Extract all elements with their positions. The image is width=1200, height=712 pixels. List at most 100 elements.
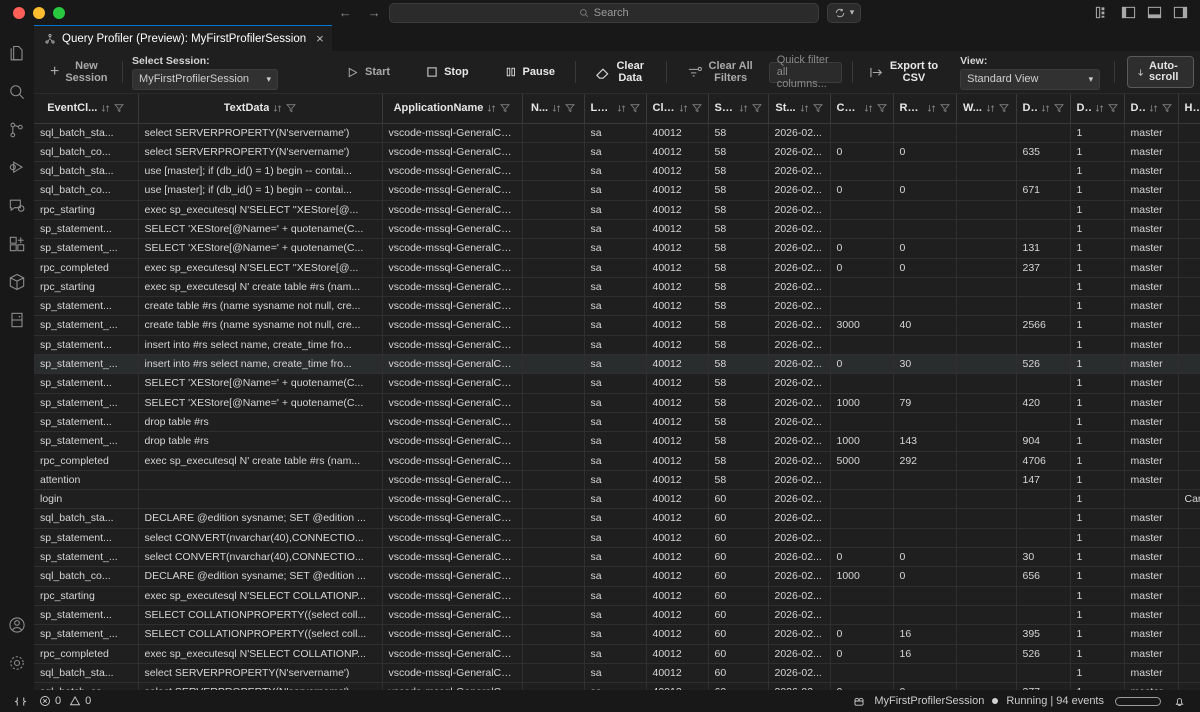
table-cell[interactable]: 58 [708, 335, 769, 356]
table-cell[interactable] [893, 663, 957, 684]
column-header-12[interactable]: D... [1070, 94, 1125, 124]
table-cell[interactable]: rpc_starting [34, 200, 139, 220]
table-cell[interactable]: 58 [708, 123, 769, 143]
table-cell[interactable]: sql_batch_sta... [34, 508, 139, 529]
table-cell[interactable]: sa [584, 238, 647, 259]
table-cell[interactable]: master [1124, 354, 1179, 375]
table-cell[interactable] [1016, 296, 1071, 317]
table-cell[interactable]: 58 [708, 354, 769, 375]
sort-icon[interactable] [986, 104, 995, 113]
table-cell[interactable] [1178, 663, 1200, 684]
table-cell[interactable] [830, 412, 894, 433]
sort-icon[interactable] [617, 104, 626, 113]
table-cell[interactable]: vscode-mssql-GeneralCo... [382, 605, 523, 626]
table-cell[interactable]: vscode-mssql-GeneralCo... [382, 142, 523, 163]
table-cell[interactable]: sa [584, 489, 647, 510]
table-cell[interactable] [1016, 663, 1071, 684]
table-cell[interactable]: 1 [1070, 142, 1125, 163]
table-cell[interactable] [1178, 315, 1200, 336]
quick-filter-input[interactable]: Quick filter all columns... [768, 54, 843, 90]
table-cell[interactable] [956, 412, 1017, 433]
table-cell[interactable]: vscode-mssql-GeneralCo... [382, 412, 523, 433]
table-cell[interactable] [956, 644, 1017, 664]
table-row[interactable]: sp_statement_... SELECT 'XEStore[@Name=' … [34, 238, 1200, 259]
table-cell[interactable]: rpc_starting [34, 277, 139, 298]
table-cell[interactable]: 40012 [646, 489, 709, 510]
table-cell[interactable]: login [34, 489, 139, 510]
table-cell[interactable]: exec sp_executesql N' create table #rs (… [138, 277, 383, 298]
filter-icon[interactable] [1161, 103, 1172, 113]
table-cell[interactable]: 40 [893, 315, 957, 336]
table-cell[interactable]: 0 [893, 238, 957, 259]
table-cell[interactable] [956, 547, 1017, 568]
table-cell[interactable]: 60 [708, 566, 769, 587]
table-cell[interactable]: vscode-mssql-GeneralCo... [382, 161, 523, 182]
filter-icon[interactable] [114, 103, 125, 113]
table-row[interactable]: rpc_completed exec sp_executesql N'SELECT… [34, 258, 1200, 278]
table-cell[interactable]: 526 [1016, 644, 1071, 664]
table-cell[interactable]: vscode-mssql-GeneralCo... [382, 238, 523, 259]
table-cell[interactable]: 2026-02... [768, 354, 831, 375]
table-cell[interactable]: vscode-mssql-GeneralCo... [382, 373, 523, 394]
column-header-8[interactable]: CPU [830, 94, 894, 124]
sort-icon[interactable] [800, 104, 809, 113]
table-cell[interactable] [138, 470, 383, 491]
table-cell[interactable]: 0 [830, 238, 894, 259]
table-cell[interactable]: sp_statement... [34, 605, 139, 626]
table-cell[interactable]: 2026-02... [768, 123, 831, 143]
table-cell[interactable]: sa [584, 277, 647, 298]
table-cell[interactable]: master [1124, 451, 1179, 471]
table-cell[interactable]: 2026-02... [768, 277, 831, 298]
table-cell[interactable]: 2026-02... [768, 624, 831, 645]
table-cell[interactable]: 1 [1070, 335, 1125, 356]
sidebar-item-containers[interactable] [0, 263, 34, 301]
table-cell[interactable]: insert into #rs select name, create_time… [138, 354, 383, 375]
table-cell[interactable] [956, 373, 1017, 394]
table-cell[interactable] [522, 682, 585, 690]
table-cell[interactable]: 40012 [646, 123, 709, 143]
table-cell[interactable] [956, 258, 1017, 278]
table-cell[interactable]: 2026-02... [768, 508, 831, 529]
table-cell[interactable]: sa [584, 354, 647, 375]
table-cell[interactable] [1178, 624, 1200, 645]
table-cell[interactable] [893, 296, 957, 317]
table-row[interactable]: sql_batch_co...select SERVERPROPERTY(N's… [34, 682, 1200, 690]
table-cell[interactable]: 58 [708, 258, 769, 278]
table-cell[interactable]: vscode-mssql-GeneralCo... [382, 663, 523, 684]
table-cell[interactable]: 40012 [646, 547, 709, 568]
back-arrow-icon[interactable]: ← [338, 5, 352, 20]
table-cell[interactable]: SELECT 'XEStore[@Name=' + quotename(C... [138, 373, 383, 394]
table-cell[interactable]: insert into #rs select name, create_time… [138, 335, 383, 356]
table-cell[interactable] [956, 161, 1017, 182]
table-cell[interactable]: 0 [893, 180, 957, 201]
table-cell[interactable]: 377 [1016, 682, 1071, 690]
auto-scroll-toggle[interactable]: Auto- scroll [1126, 56, 1194, 88]
table-cell[interactable] [830, 586, 894, 606]
table-cell[interactable]: vscode-mssql-GeneralCo... [382, 489, 523, 510]
table-cell[interactable] [522, 586, 585, 606]
column-header-14[interactable]: H... [1178, 94, 1200, 124]
table-cell[interactable]: 16 [893, 624, 957, 645]
table-cell[interactable]: vscode-mssql-GeneralCo... [382, 277, 523, 298]
table-cell[interactable] [522, 528, 585, 549]
table-row[interactable]: sp_statement... select CONVERT(nvarchar(4… [34, 528, 1200, 549]
table-cell[interactable] [522, 258, 585, 278]
table-cell[interactable]: 143 [893, 431, 957, 452]
table-cell[interactable]: 2026-02... [768, 373, 831, 394]
table-cell[interactable]: 58 [708, 142, 769, 163]
table-cell[interactable]: create table #rs (name sysname not null,… [138, 315, 383, 336]
table-cell[interactable]: 1 [1070, 682, 1125, 690]
filter-icon[interactable] [812, 103, 823, 113]
remote-indicator-button[interactable] [8, 690, 33, 712]
filter-icon[interactable] [691, 103, 702, 113]
table-cell[interactable] [1016, 123, 1071, 143]
table-row[interactable]: sp_statement... SELECT 'XEStore[@Name=' +… [34, 219, 1200, 240]
table-cell[interactable] [830, 277, 894, 298]
table-cell[interactable]: Carlos [1178, 489, 1200, 510]
table-cell[interactable]: 58 [708, 238, 769, 259]
table-cell[interactable]: sa [584, 219, 647, 240]
table-cell[interactable]: 0 [830, 624, 894, 645]
table-cell[interactable]: 1 [1070, 393, 1125, 413]
table-cell[interactable]: sa [584, 123, 647, 143]
view-dropdown[interactable]: Standard View ▾ [960, 68, 1101, 90]
